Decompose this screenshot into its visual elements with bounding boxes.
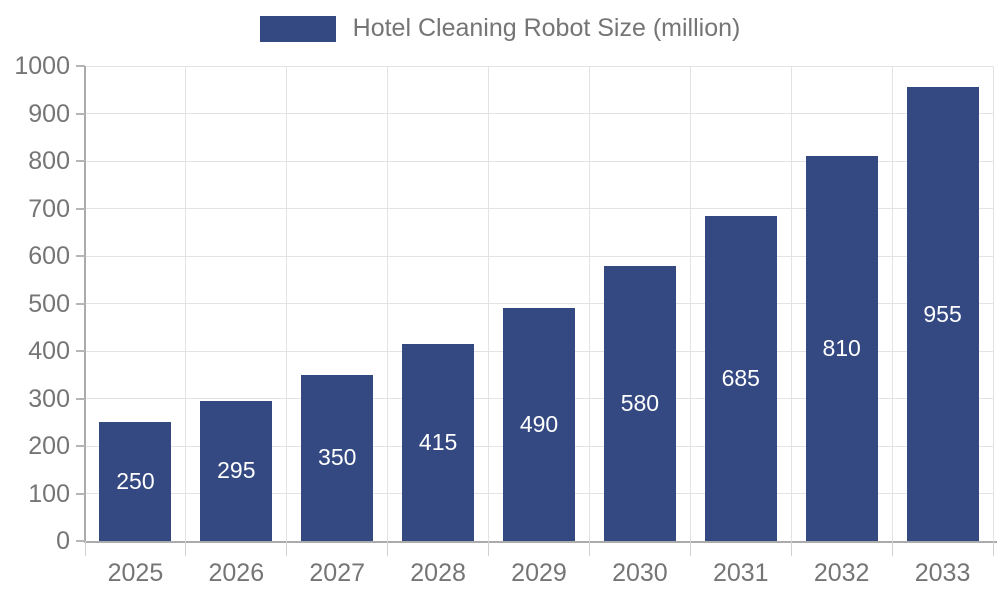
- bar-value-label: 580: [620, 389, 660, 416]
- bar-value-label: 415: [418, 428, 458, 455]
- gridline-horizontal: [85, 160, 993, 162]
- gridline-vertical: [689, 66, 691, 541]
- bar-2029[interactable]: 490: [503, 308, 575, 541]
- y-axis-line: [84, 66, 86, 543]
- bar-2033[interactable]: 955: [906, 87, 979, 541]
- x-tick-mark: [387, 541, 389, 556]
- y-tick-mark: [76, 160, 85, 162]
- bar-value-label: 250: [116, 468, 155, 495]
- bar-value-label: 955: [923, 300, 962, 327]
- y-axis-tick-label: 300: [28, 384, 70, 413]
- gridline-horizontal: [85, 255, 993, 257]
- y-axis-tick-label: 1000: [14, 52, 70, 80]
- x-tick-mark: [790, 541, 792, 556]
- x-axis-tick-label: 2031: [712, 559, 769, 587]
- y-axis-tick-label: 500: [28, 289, 70, 318]
- legend-label: Hotel Cleaning Robot Size (million): [352, 14, 741, 42]
- y-tick-mark: [76, 540, 85, 542]
- gridline-vertical: [387, 66, 389, 541]
- x-axis-line: [85, 541, 997, 543]
- y-axis-tick-label: 200: [28, 432, 70, 460]
- gridline-vertical: [790, 66, 792, 541]
- x-axis-tick-label: 2025: [107, 559, 164, 587]
- x-axis-tick-label: 2026: [208, 559, 265, 587]
- y-axis-tick-label: 700: [28, 194, 70, 223]
- bar-2025[interactable]: 250: [99, 422, 172, 541]
- bar-value-label: 810: [822, 335, 861, 362]
- y-axis-tick-label: 800: [28, 147, 70, 175]
- y-tick-mark: [76, 445, 85, 447]
- x-tick-mark: [689, 541, 691, 556]
- x-axis-tick-label: 2032: [813, 559, 870, 587]
- y-tick-mark: [76, 397, 85, 400]
- y-axis-tick-label: 100: [28, 479, 70, 508]
- x-tick-mark: [588, 541, 590, 556]
- x-tick-mark: [891, 541, 893, 556]
- x-tick-mark: [992, 541, 994, 556]
- gridline-horizontal: [85, 303, 993, 304]
- gridline-horizontal: [85, 208, 993, 209]
- x-axis-tick-label: 2033: [914, 559, 971, 587]
- y-tick-mark: [76, 65, 85, 67]
- gridline-vertical: [992, 66, 994, 541]
- bar-2026[interactable]: 295: [200, 400, 273, 541]
- y-tick-mark: [76, 112, 85, 115]
- x-tick-mark: [488, 541, 490, 556]
- x-axis-tick-label: 2029: [511, 559, 567, 587]
- y-tick-mark: [76, 302, 85, 305]
- bar-value-label: 685: [721, 364, 760, 391]
- y-axis-tick-label: 900: [28, 99, 70, 128]
- x-tick-mark: [84, 541, 86, 556]
- y-axis-tick-label: 0: [56, 527, 70, 555]
- y-tick-mark: [76, 207, 85, 210]
- gridline-vertical: [588, 66, 590, 541]
- bar-2027[interactable]: 350: [301, 374, 374, 541]
- gridline-horizontal: [85, 113, 993, 114]
- bar-value-label: 350: [318, 444, 357, 471]
- bar-2032[interactable]: 810: [805, 156, 878, 541]
- y-tick-mark: [76, 492, 85, 495]
- gridline-vertical: [185, 66, 187, 541]
- x-tick-mark: [286, 541, 288, 556]
- bar-2030[interactable]: 580: [603, 265, 676, 541]
- bar-value-label: 295: [217, 457, 256, 484]
- y-axis-tick-label: 400: [28, 337, 70, 365]
- y-tick-mark: [76, 350, 85, 352]
- y-axis-tick-label: 600: [28, 242, 70, 270]
- gridline-horizontal: [85, 65, 993, 67]
- y-tick-mark: [76, 255, 85, 257]
- bar-2031[interactable]: 685: [704, 215, 777, 541]
- legend-swatch-icon: [259, 15, 336, 42]
- gridline-vertical: [286, 66, 288, 541]
- bar-value-label: 490: [519, 411, 559, 438]
- bar-2028[interactable]: 415: [402, 343, 475, 541]
- gridline-vertical: [488, 66, 490, 541]
- legend[interactable]: Hotel Cleaning Robot Size (million): [0, 14, 1000, 43]
- x-axis-tick-label: 2027: [309, 559, 366, 587]
- x-axis-tick-label: 2028: [410, 559, 466, 587]
- x-tick-mark: [185, 541, 187, 556]
- gridline-vertical: [891, 66, 893, 541]
- x-axis-tick-label: 2030: [612, 559, 668, 587]
